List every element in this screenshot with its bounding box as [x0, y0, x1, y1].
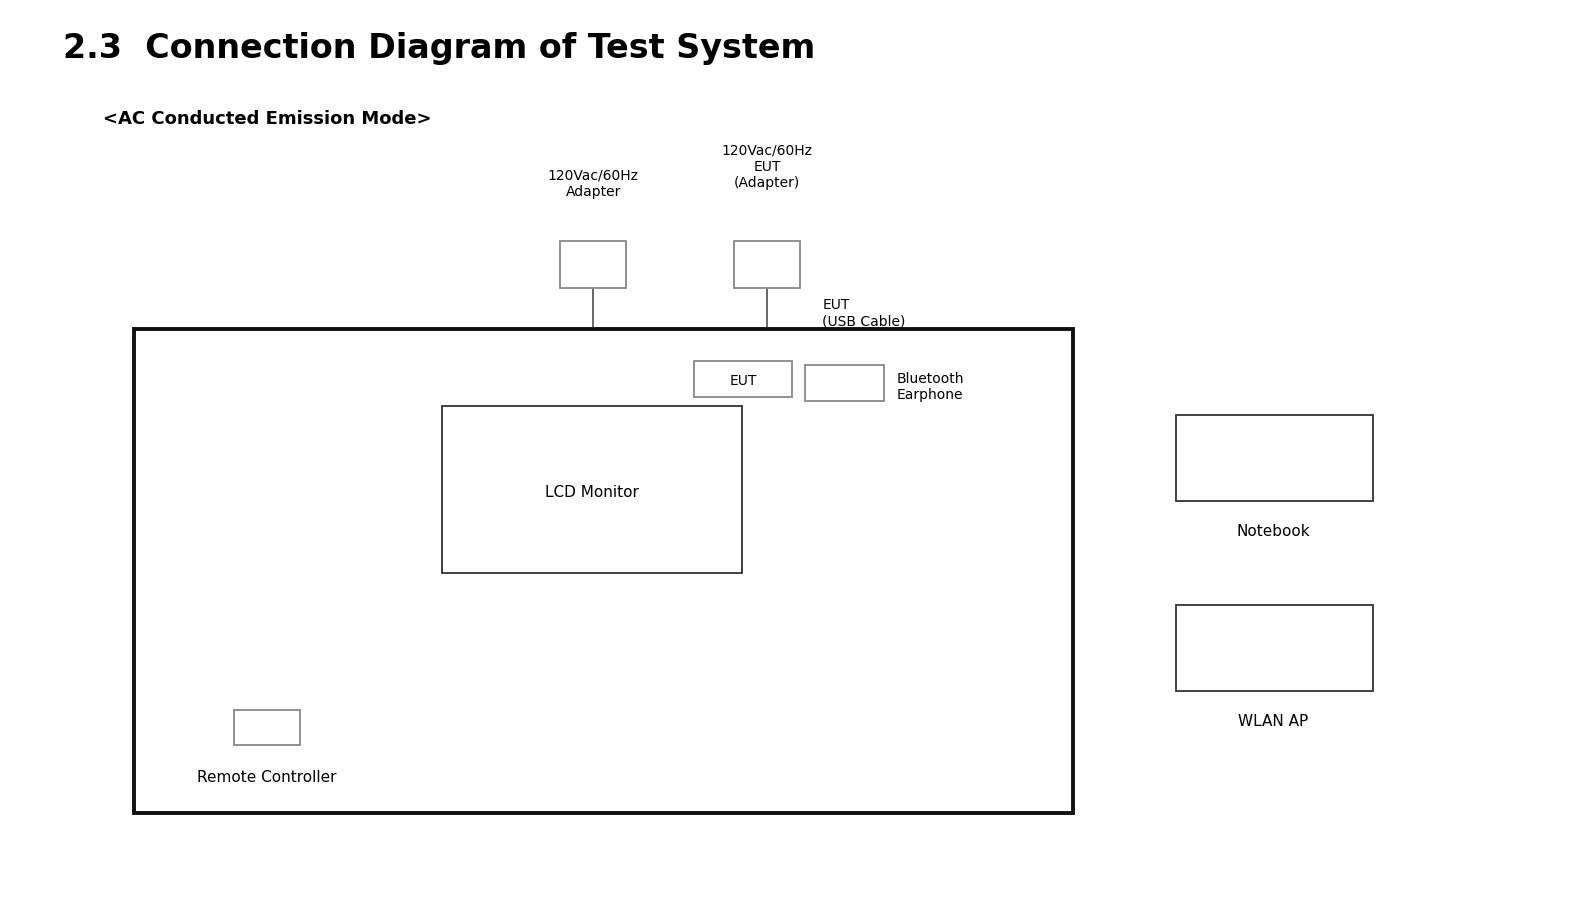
Text: Notebook: Notebook: [1237, 524, 1310, 539]
Text: 120Vac/60Hz
EUT
(Adapter): 120Vac/60Hz EUT (Adapter): [721, 144, 813, 190]
Text: <AC Conducted Emission Mode>: <AC Conducted Emission Mode>: [103, 110, 431, 128]
Text: LCD Monitor: LCD Monitor: [544, 485, 639, 499]
Bar: [234, 711, 300, 745]
Bar: [805, 366, 884, 402]
Bar: [560, 242, 626, 289]
Bar: [734, 242, 800, 289]
Text: WLAN AP: WLAN AP: [1239, 713, 1308, 729]
Bar: [442, 406, 742, 573]
Text: 2.3  Connection Diagram of Test System: 2.3 Connection Diagram of Test System: [63, 32, 816, 65]
Text: EUT
(USB Cable): EUT (USB Cable): [822, 298, 906, 328]
Text: 120Vac/60Hz
Adapter: 120Vac/60Hz Adapter: [548, 169, 639, 199]
Bar: [694, 361, 792, 397]
Bar: [1176, 605, 1373, 691]
Bar: [1176, 415, 1373, 501]
Text: EUT: EUT: [729, 374, 757, 388]
Text: Bluetooth
Earphone: Bluetooth Earphone: [896, 371, 964, 401]
Text: Remote Controller: Remote Controller: [197, 769, 336, 785]
Bar: [134, 330, 1073, 813]
